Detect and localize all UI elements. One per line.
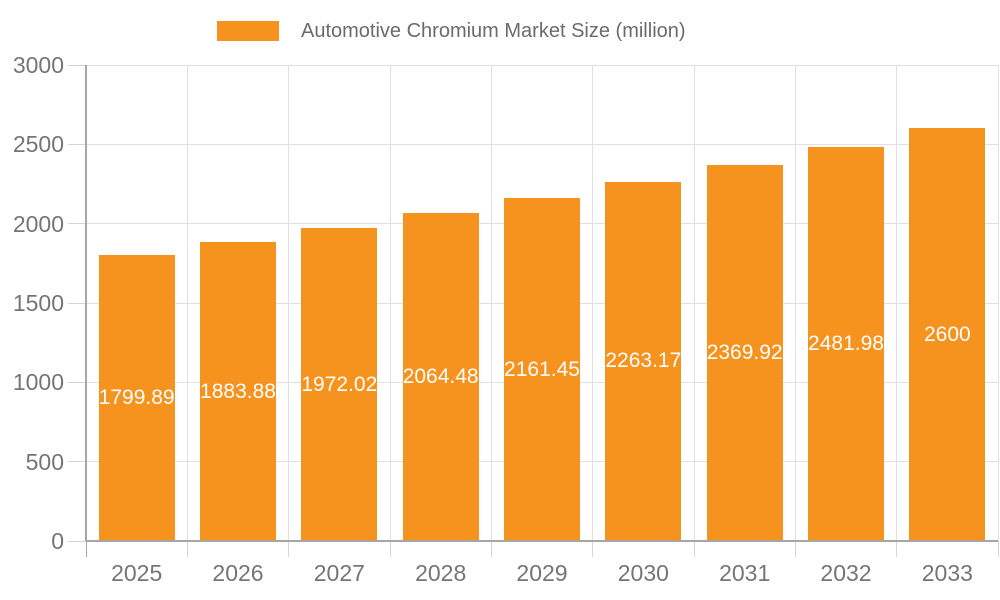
- legend-label: Automotive Chromium Market Size (million…: [301, 20, 686, 42]
- x-gridline: [288, 65, 290, 541]
- x-gridline: [693, 65, 695, 541]
- x-axis-tick: [288, 541, 290, 557]
- bar[interactable]: [504, 198, 580, 541]
- x-axis-tick-label: 2029: [516, 560, 568, 586]
- x-axis-tick-label: 2025: [111, 560, 163, 586]
- y-axis-tick-label: 2500: [12, 131, 64, 158]
- x-axis-tick: [693, 541, 695, 557]
- bar[interactable]: [706, 164, 783, 541]
- x-axis-line: [86, 540, 998, 542]
- bar[interactable]: [98, 255, 175, 541]
- y-axis-tick-label: 500: [25, 448, 64, 475]
- y-gridline: [86, 143, 998, 145]
- bar[interactable]: [301, 228, 378, 541]
- bar-value-label: 1799.89: [98, 386, 175, 410]
- y-axis-tick-label: 1500: [12, 290, 64, 316]
- y-axis-tick: [68, 143, 86, 145]
- x-axis-tick: [389, 541, 391, 557]
- y-axis-tick: [68, 461, 86, 463]
- x-axis-tick: [896, 541, 898, 557]
- y-axis-tick-label: 1000: [12, 369, 64, 396]
- x-gridline: [896, 65, 898, 541]
- y-gridline: [86, 64, 998, 66]
- bar[interactable]: [200, 242, 276, 541]
- bar[interactable]: [605, 181, 682, 541]
- y-axis-tick: [68, 302, 86, 304]
- x-axis-tick: [490, 541, 492, 557]
- x-gridline: [592, 65, 594, 541]
- y-axis-tick-label: 3000: [12, 52, 64, 78]
- y-axis-tick: [68, 223, 86, 225]
- x-axis-tick: [794, 541, 796, 557]
- x-gridline: [997, 65, 999, 541]
- x-axis-tick: [186, 541, 188, 557]
- x-gridline: [389, 65, 391, 541]
- legend-swatch: [217, 21, 279, 41]
- x-axis-tick-label: 2027: [313, 560, 365, 586]
- bar-value-label: 2161.45: [504, 357, 580, 381]
- legend[interactable]: Automotive Chromium Market Size (million…: [217, 16, 686, 46]
- x-gridline: [794, 65, 796, 541]
- y-axis-tick: [68, 381, 86, 383]
- x-axis-tick-label: 2028: [415, 560, 467, 586]
- bar-value-label: 1972.02: [301, 372, 378, 396]
- bar-value-label: 1883.88: [200, 379, 276, 403]
- y-axis-tick: [68, 64, 86, 66]
- x-axis-tick-label: 2026: [212, 560, 264, 586]
- bar-value-label: 2481.98: [808, 332, 884, 356]
- x-gridline: [186, 65, 188, 541]
- x-axis-tick-label: 2033: [921, 560, 973, 586]
- bar-value-label: 2369.92: [706, 340, 783, 364]
- x-gridline: [490, 65, 492, 541]
- bar-value-label: 2263.17: [605, 349, 682, 373]
- bar-value-label: 2600: [923, 322, 971, 346]
- y-axis-line: [85, 65, 87, 541]
- y-axis-tick: [68, 540, 86, 542]
- bar[interactable]: [909, 128, 986, 541]
- x-axis-tick-label: 2030: [617, 560, 669, 586]
- bar[interactable]: [808, 147, 884, 541]
- x-axis-tick: [997, 541, 999, 557]
- bar-value-label: 2064.48: [402, 365, 479, 389]
- x-axis-tick: [85, 541, 87, 557]
- y-axis-tick-label: 2000: [12, 210, 64, 237]
- x-axis-tick-label: 2032: [820, 560, 872, 586]
- x-axis-tick: [592, 541, 594, 557]
- bar[interactable]: [402, 213, 479, 541]
- x-axis-tick-label: 2031: [719, 560, 771, 586]
- y-axis-tick-label: 0: [51, 528, 64, 554]
